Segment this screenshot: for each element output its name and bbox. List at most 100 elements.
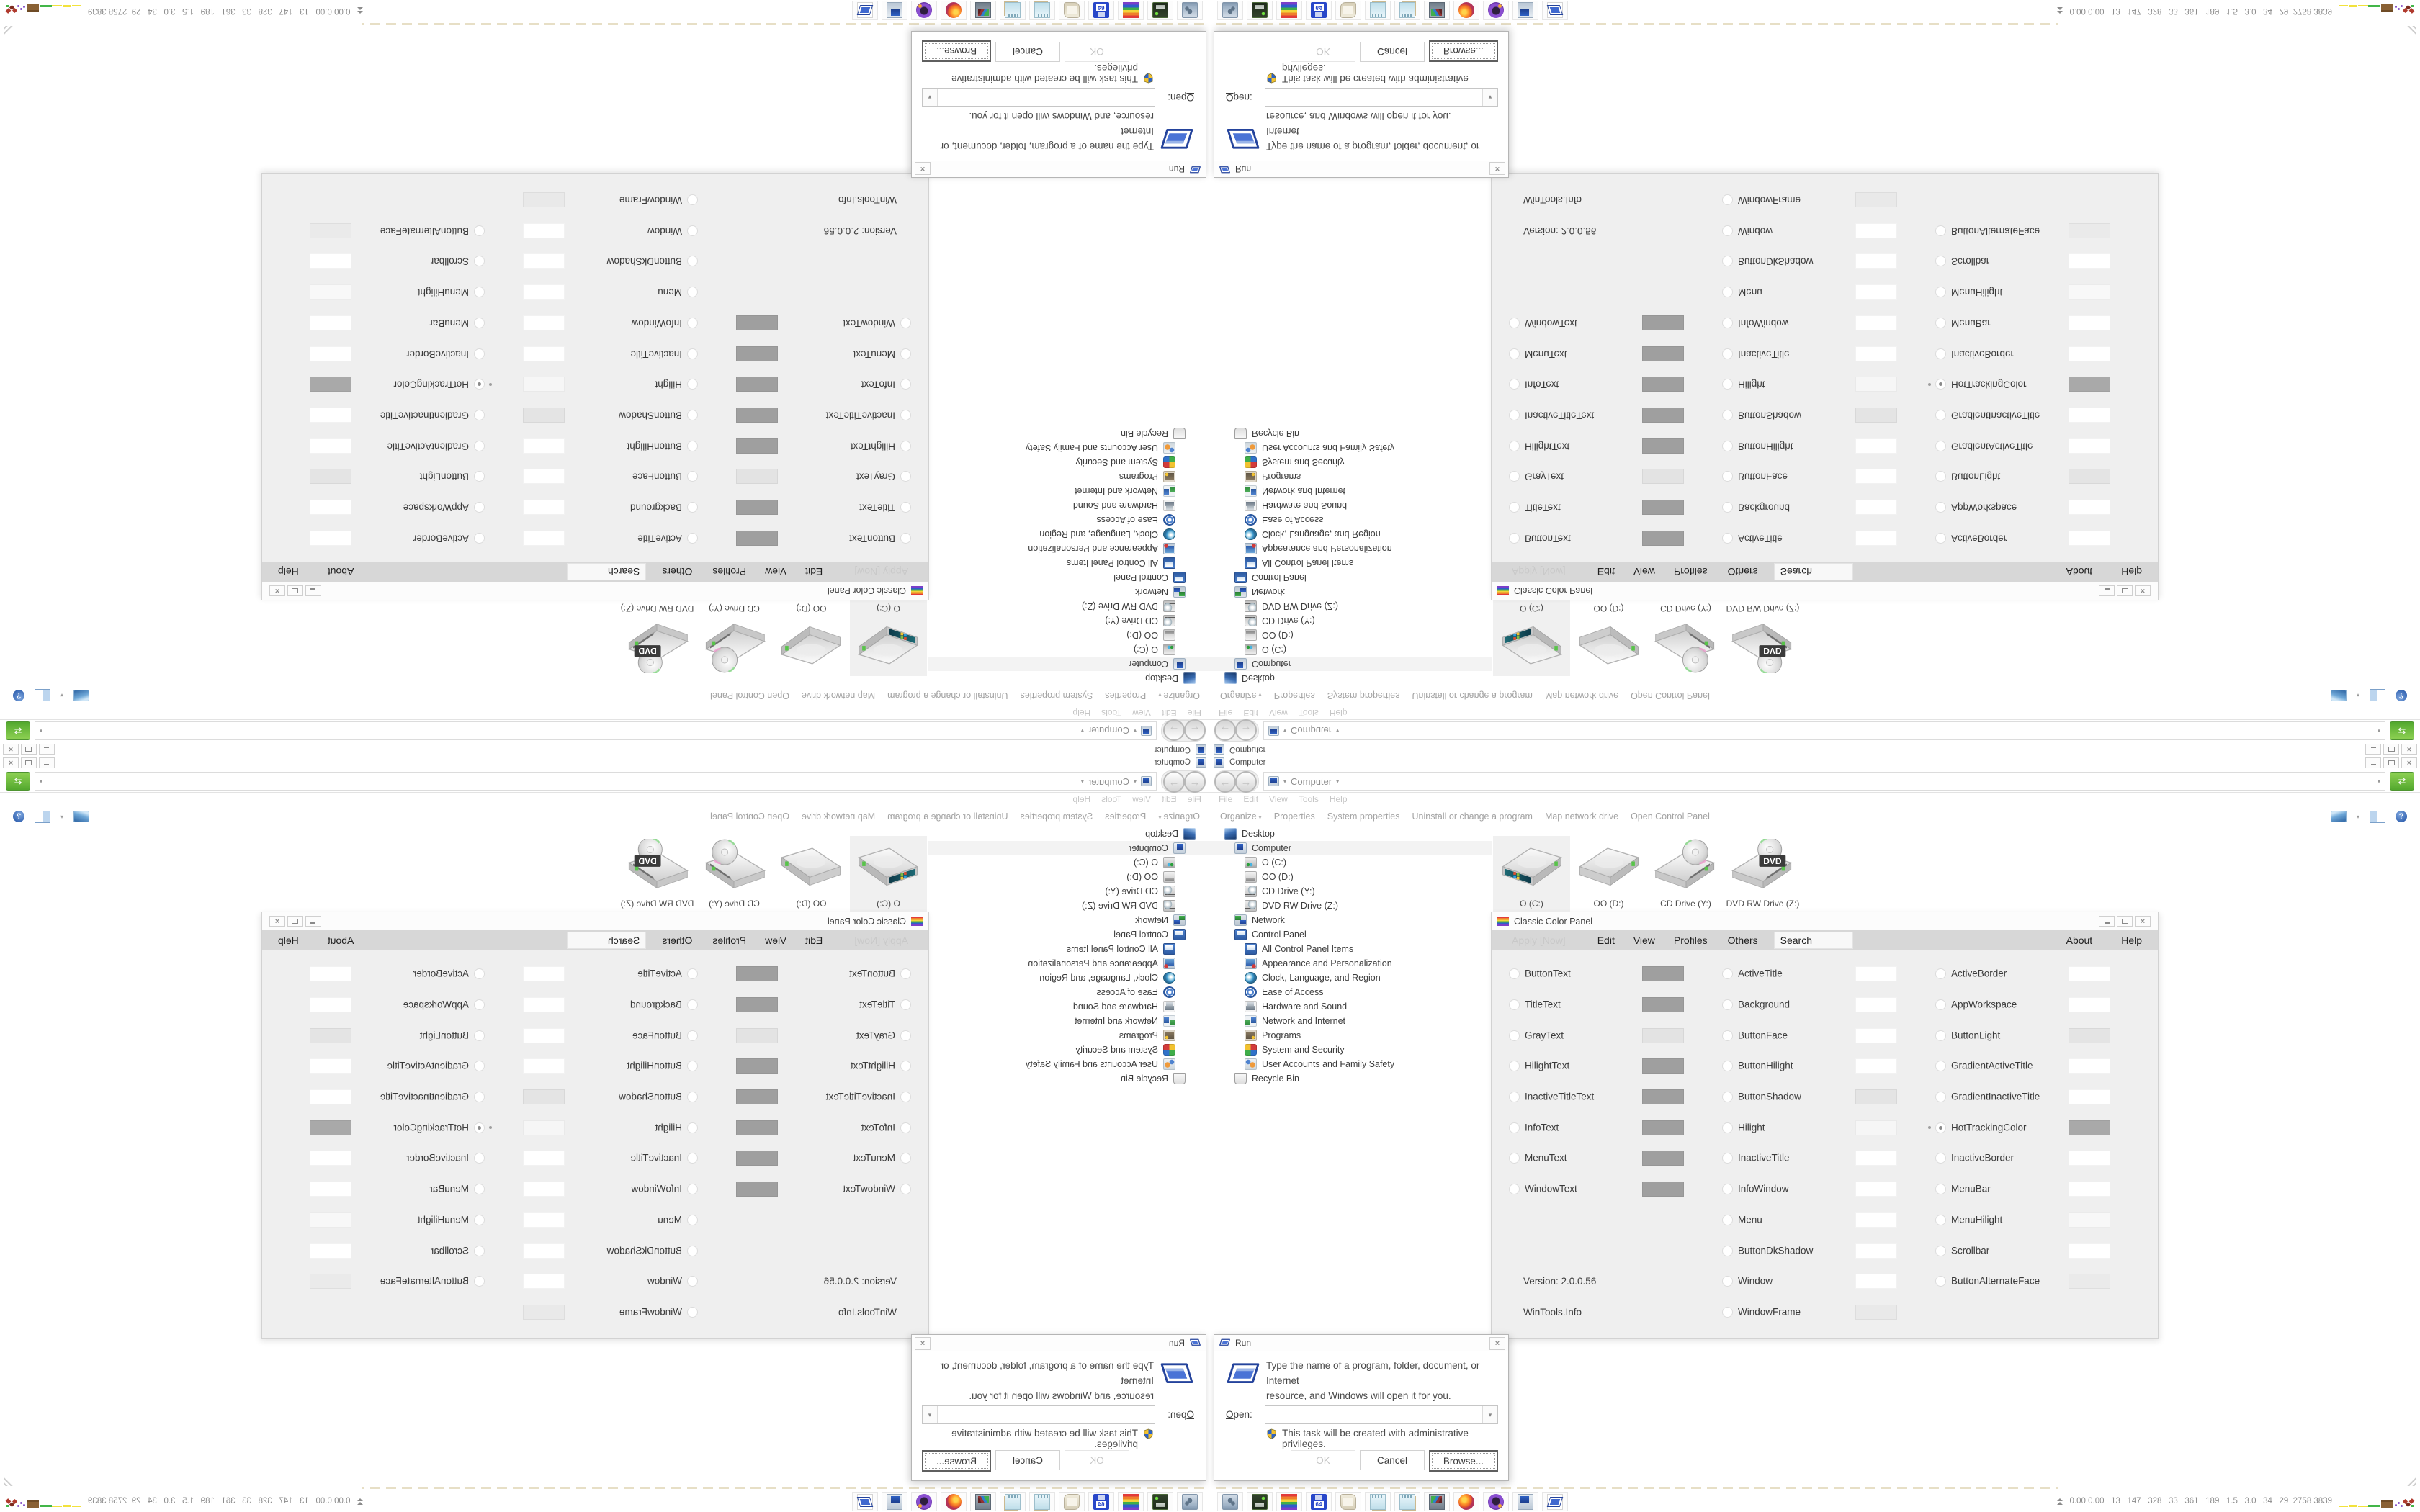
color-radio[interactable]: [1722, 409, 1733, 420]
color-radio[interactable]: [1509, 1061, 1520, 1072]
color-radio[interactable]: [1935, 348, 1946, 359]
color-swatch[interactable]: [736, 407, 778, 423]
close-button[interactable]: ×: [269, 916, 285, 927]
drive-tile-dvd[interactable]: DVD DVD RW Drive (Z:): [1724, 836, 1801, 912]
color-swatch[interactable]: [2069, 1027, 2110, 1043]
others-menu-item[interactable]: Others: [1727, 935, 1758, 946]
tree-item[interactable]: Clock, Language, and Region: [1210, 971, 1492, 985]
color-radio[interactable]: [900, 1122, 911, 1133]
refresh-button[interactable]: ⇄: [2390, 721, 2414, 740]
color-swatch[interactable]: [2069, 438, 2110, 454]
tree-item[interactable]: Network: [1210, 585, 1492, 599]
color-swatch[interactable]: [523, 1274, 565, 1290]
color-radio[interactable]: [1935, 1061, 1946, 1072]
color-swatch[interactable]: [2069, 407, 2110, 423]
color-swatch[interactable]: [1642, 315, 1684, 330]
address-history-dropdown-icon[interactable]: ▾: [40, 778, 43, 785]
taskbar-button[interactable]: [1483, 1, 1509, 20]
color-swatch[interactable]: [736, 469, 778, 485]
color-radio[interactable]: [1722, 287, 1733, 298]
color-swatch[interactable]: [310, 284, 351, 300]
tree-item[interactable]: Programs: [1210, 1028, 1492, 1043]
color-radio[interactable]: [687, 440, 698, 451]
color-swatch[interactable]: [523, 1212, 565, 1228]
browse-button[interactable]: Browse...: [922, 1450, 991, 1472]
color-swatch[interactable]: [310, 1243, 351, 1259]
color-swatch[interactable]: [2069, 1243, 2110, 1259]
color-swatch[interactable]: [1855, 997, 1897, 1013]
color-swatch[interactable]: [523, 222, 565, 238]
restore-button[interactable]: [21, 744, 37, 755]
color-radio[interactable]: [474, 287, 485, 298]
breadcrumb-location[interactable]: Computer: [1291, 775, 1332, 787]
color-radio[interactable]: [1722, 1122, 1733, 1133]
color-radio[interactable]: [687, 256, 698, 267]
menu-item[interactable]: Help: [1329, 708, 1348, 718]
tree-item[interactable]: Clock, Language, and Region: [928, 971, 1210, 985]
color-radio[interactable]: [1509, 409, 1520, 420]
color-swatch[interactable]: [1642, 346, 1684, 361]
color-radio[interactable]: [474, 409, 485, 420]
taskbar-button[interactable]: [1306, 1, 1332, 20]
color-swatch[interactable]: [2069, 315, 2110, 330]
taskbar-button[interactable]: [1365, 1, 1391, 20]
drive-tile-dvd[interactable]: DVD DVD RW Drive (Z:): [619, 600, 696, 676]
color-swatch[interactable]: [1855, 1027, 1897, 1043]
menu-item[interactable]: View: [1132, 708, 1151, 718]
taskbar-button[interactable]: [1512, 1492, 1538, 1511]
color-swatch[interactable]: [2069, 530, 2110, 546]
hidden-icons-chevron-icon[interactable]: [357, 1498, 364, 1505]
tree-item[interactable]: Programs: [1210, 469, 1492, 484]
tree-item[interactable]: Clock, Language, and Region: [928, 527, 1210, 541]
hidden-icons-chevron-icon[interactable]: [2056, 1498, 2063, 1505]
ok-button[interactable]: OK: [1065, 1450, 1129, 1470]
close-button[interactable]: ×: [2401, 757, 2417, 768]
color-swatch[interactable]: [523, 1151, 565, 1166]
color-radio[interactable]: [474, 1276, 485, 1287]
apply-menu-item[interactable]: Apply [Now]: [1512, 935, 1566, 946]
taskbar-button[interactable]: [1059, 1492, 1085, 1511]
taskbar-button[interactable]: [1247, 1, 1273, 20]
breadcrumb-location[interactable]: Computer: [1088, 725, 1129, 737]
color-radio[interactable]: [687, 471, 698, 482]
color-swatch[interactable]: [1855, 1089, 1897, 1105]
taskbar-button[interactable]: [1177, 1492, 1203, 1511]
maximize-button[interactable]: [2117, 916, 2133, 927]
color-swatch[interactable]: [2069, 1058, 2110, 1074]
minimize-button[interactable]: [305, 916, 321, 927]
cancel-button[interactable]: Cancel: [995, 1450, 1060, 1470]
apply-menu-item[interactable]: Apply [Now]: [1512, 566, 1566, 577]
close-button[interactable]: ×: [1489, 162, 1505, 175]
tree-item[interactable]: DVD RW Drive (Z:): [1210, 599, 1492, 613]
tree-item[interactable]: Ease of Access: [1210, 513, 1492, 527]
command-bar-item[interactable]: Map network drive: [1544, 811, 1619, 822]
color-radio[interactable]: [687, 999, 698, 1011]
color-radio[interactable]: [900, 440, 911, 451]
command-bar-item[interactable]: Properties: [1105, 690, 1147, 701]
color-swatch[interactable]: [1642, 1027, 1684, 1043]
tree-item[interactable]: User Accounts and Family Safety: [928, 1057, 1210, 1071]
color-swatch[interactable]: [1855, 966, 1897, 982]
color-radio[interactable]: [1509, 348, 1520, 359]
color-swatch[interactable]: [1855, 469, 1897, 485]
drive-tile-cd[interactable]: CD Drive (Y:): [1647, 836, 1724, 912]
color-swatch[interactable]: [736, 1151, 778, 1166]
color-swatch[interactable]: [736, 1182, 778, 1197]
color-swatch[interactable]: [1855, 1058, 1897, 1074]
taskbar-button[interactable]: [882, 1, 908, 20]
color-swatch[interactable]: [2069, 377, 2110, 392]
color-radio[interactable]: [687, 532, 698, 544]
color-radio[interactable]: [687, 1306, 698, 1318]
color-swatch[interactable]: [736, 1058, 778, 1074]
color-radio[interactable]: [1935, 501, 1946, 513]
command-bar-item[interactable]: Map network drive: [801, 690, 876, 701]
color-radio[interactable]: [900, 1061, 911, 1072]
open-combobox[interactable]: ▾: [922, 1405, 1155, 1424]
taskbar-button[interactable]: [1118, 1, 1144, 20]
others-menu-item[interactable]: Others: [662, 935, 693, 946]
help-icon[interactable]: ?: [2396, 690, 2407, 701]
color-swatch[interactable]: [310, 1274, 351, 1290]
close-button[interactable]: ×: [2135, 916, 2151, 927]
tree-item[interactable]: Computer: [928, 841, 1210, 855]
color-swatch[interactable]: [1642, 499, 1684, 515]
